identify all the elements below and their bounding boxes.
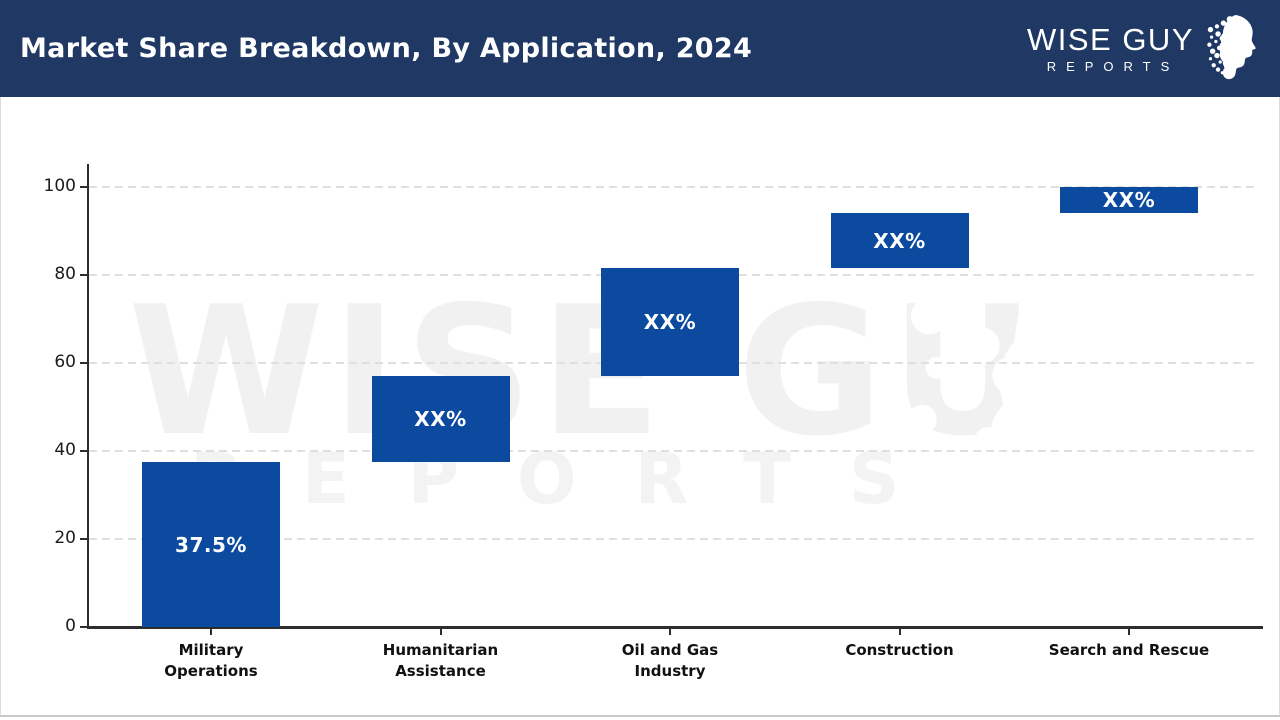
y-axis-tick-label: 100	[43, 176, 76, 196]
waterfall-bar: 37.5%	[142, 462, 280, 627]
gridline	[89, 538, 1256, 540]
x-axis-tick	[898, 629, 901, 635]
y-axis-tick	[80, 362, 88, 364]
bar-value-label: XX%	[1102, 188, 1156, 213]
waterfall-bar: XX%	[601, 268, 739, 377]
x-axis-category-label: Oil and Gas Industry	[621, 641, 719, 680]
x-axis-line	[87, 626, 1263, 629]
y-axis-tick	[80, 186, 88, 188]
waterfall-bar: XX%	[830, 213, 969, 269]
gridline	[89, 186, 1256, 188]
x-axis-category-label: Military Operations	[164, 641, 258, 680]
y-axis-line	[87, 164, 89, 629]
wise-guy-reports-logo: WISE GUY REPORTS	[1027, 12, 1258, 85]
y-axis-tick-label: 0	[65, 616, 76, 636]
x-axis-category-label: Construction	[845, 641, 954, 659]
waterfall-bar: XX%	[371, 376, 510, 462]
x-axis-tick	[439, 629, 442, 635]
bar-value-label: 37.5%	[175, 532, 247, 557]
wiseguy-head-icon	[1207, 15, 1256, 80]
header: Market Share Breakdown, By Application, …	[0, 0, 1280, 97]
logo-wordmark: WISE GUY	[1026, 21, 1194, 57]
y-axis-tick	[80, 274, 88, 276]
x-axis-category-label: Humanitarian Assistance	[382, 641, 499, 680]
y-axis-tick-label: 60	[54, 352, 76, 372]
bar-value-label: XX%	[414, 407, 467, 432]
logo-subtitle: REPORTS	[1046, 58, 1180, 74]
y-axis-tick	[80, 626, 88, 628]
bar-value-label: XX%	[643, 310, 697, 335]
page-title: Market Share Breakdown, By Application, …	[20, 33, 753, 64]
y-axis-tick-label: 20	[54, 528, 76, 548]
logo-text: WISE GUY REPORTS	[1026, 21, 1194, 74]
x-axis-tick	[669, 629, 671, 635]
y-axis-tick	[80, 450, 88, 452]
y-axis-tick	[80, 538, 88, 540]
x-axis-tick	[1128, 629, 1130, 635]
bar-value-label: XX%	[873, 228, 926, 253]
x-axis-tick	[210, 629, 212, 635]
bottom-edge-line	[0, 715, 1280, 717]
y-axis-tick-label: 40	[54, 440, 76, 460]
gridline	[89, 450, 1256, 452]
left-edge-line	[0, 97, 1, 717]
x-axis-category-label: Search and Rescue	[1048, 641, 1210, 659]
waterfall-bar: XX%	[1060, 187, 1198, 214]
y-axis-tick-label: 80	[54, 264, 76, 284]
